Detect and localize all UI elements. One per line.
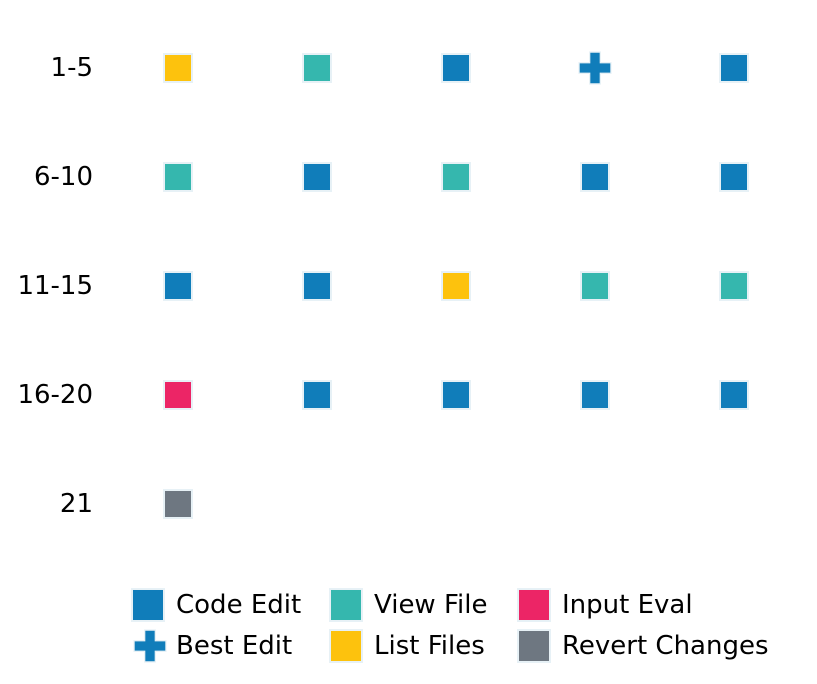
marker-revert-changes — [165, 491, 191, 517]
row-label: 6-10 — [33, 162, 93, 192]
legend-handle — [133, 588, 167, 622]
marker-view-file — [721, 273, 747, 299]
marker-best-edit — [578, 51, 612, 85]
marker-code-edit — [721, 55, 747, 81]
legend-handle — [519, 629, 553, 663]
marker-code-edit — [133, 590, 163, 620]
marker-view-file — [331, 590, 361, 620]
marker-view-file — [304, 55, 330, 81]
legend-label: Revert Changes — [562, 631, 769, 661]
marker-code-edit — [304, 164, 330, 190]
marker-code-edit — [721, 382, 747, 408]
legend-label: List Files — [374, 631, 485, 661]
marker-view-file — [443, 164, 469, 190]
marker-list-files — [165, 55, 191, 81]
marker-revert-changes — [519, 631, 549, 661]
row-label: 16-20 — [17, 380, 93, 410]
marker-view-file — [582, 273, 608, 299]
legend-handle — [331, 629, 365, 663]
legend-entry-best-edit: Best Edit — [133, 629, 292, 663]
marker-code-edit — [304, 382, 330, 408]
marker-best-edit — [133, 629, 167, 663]
legend-label: View File — [374, 590, 488, 620]
marker-list-files — [443, 273, 469, 299]
legend-label: Best Edit — [176, 631, 293, 661]
marker-code-edit — [582, 164, 608, 190]
marker-code-edit — [165, 273, 191, 299]
legend-entry-code-edit: Code Edit — [133, 588, 301, 622]
marker-list-files — [331, 631, 361, 661]
marker-input-eval — [165, 382, 191, 408]
legend-entry-list-files: List Files — [331, 629, 485, 663]
row-label: 11-15 — [17, 271, 93, 301]
marker-code-edit — [443, 55, 469, 81]
legend-entry-input-eval: Input Eval — [519, 588, 693, 622]
marker-view-file — [165, 164, 191, 190]
marker-code-edit — [582, 382, 608, 408]
legend-entry-revert-changes: Revert Changes — [519, 629, 769, 663]
legend-handle — [133, 629, 167, 663]
marker-code-edit — [304, 273, 330, 299]
marker-code-edit — [443, 382, 469, 408]
marker-input-eval — [519, 590, 549, 620]
legend-label: Code Edit — [176, 590, 302, 620]
legend-handle — [331, 588, 365, 622]
legend-entry-view-file: View File — [331, 588, 487, 622]
marker-code-edit — [721, 164, 747, 190]
legend-label: Input Eval — [562, 590, 693, 620]
legend-handle — [519, 588, 553, 622]
row-label: 21 — [59, 489, 93, 519]
row-label: 1-5 — [50, 53, 93, 83]
